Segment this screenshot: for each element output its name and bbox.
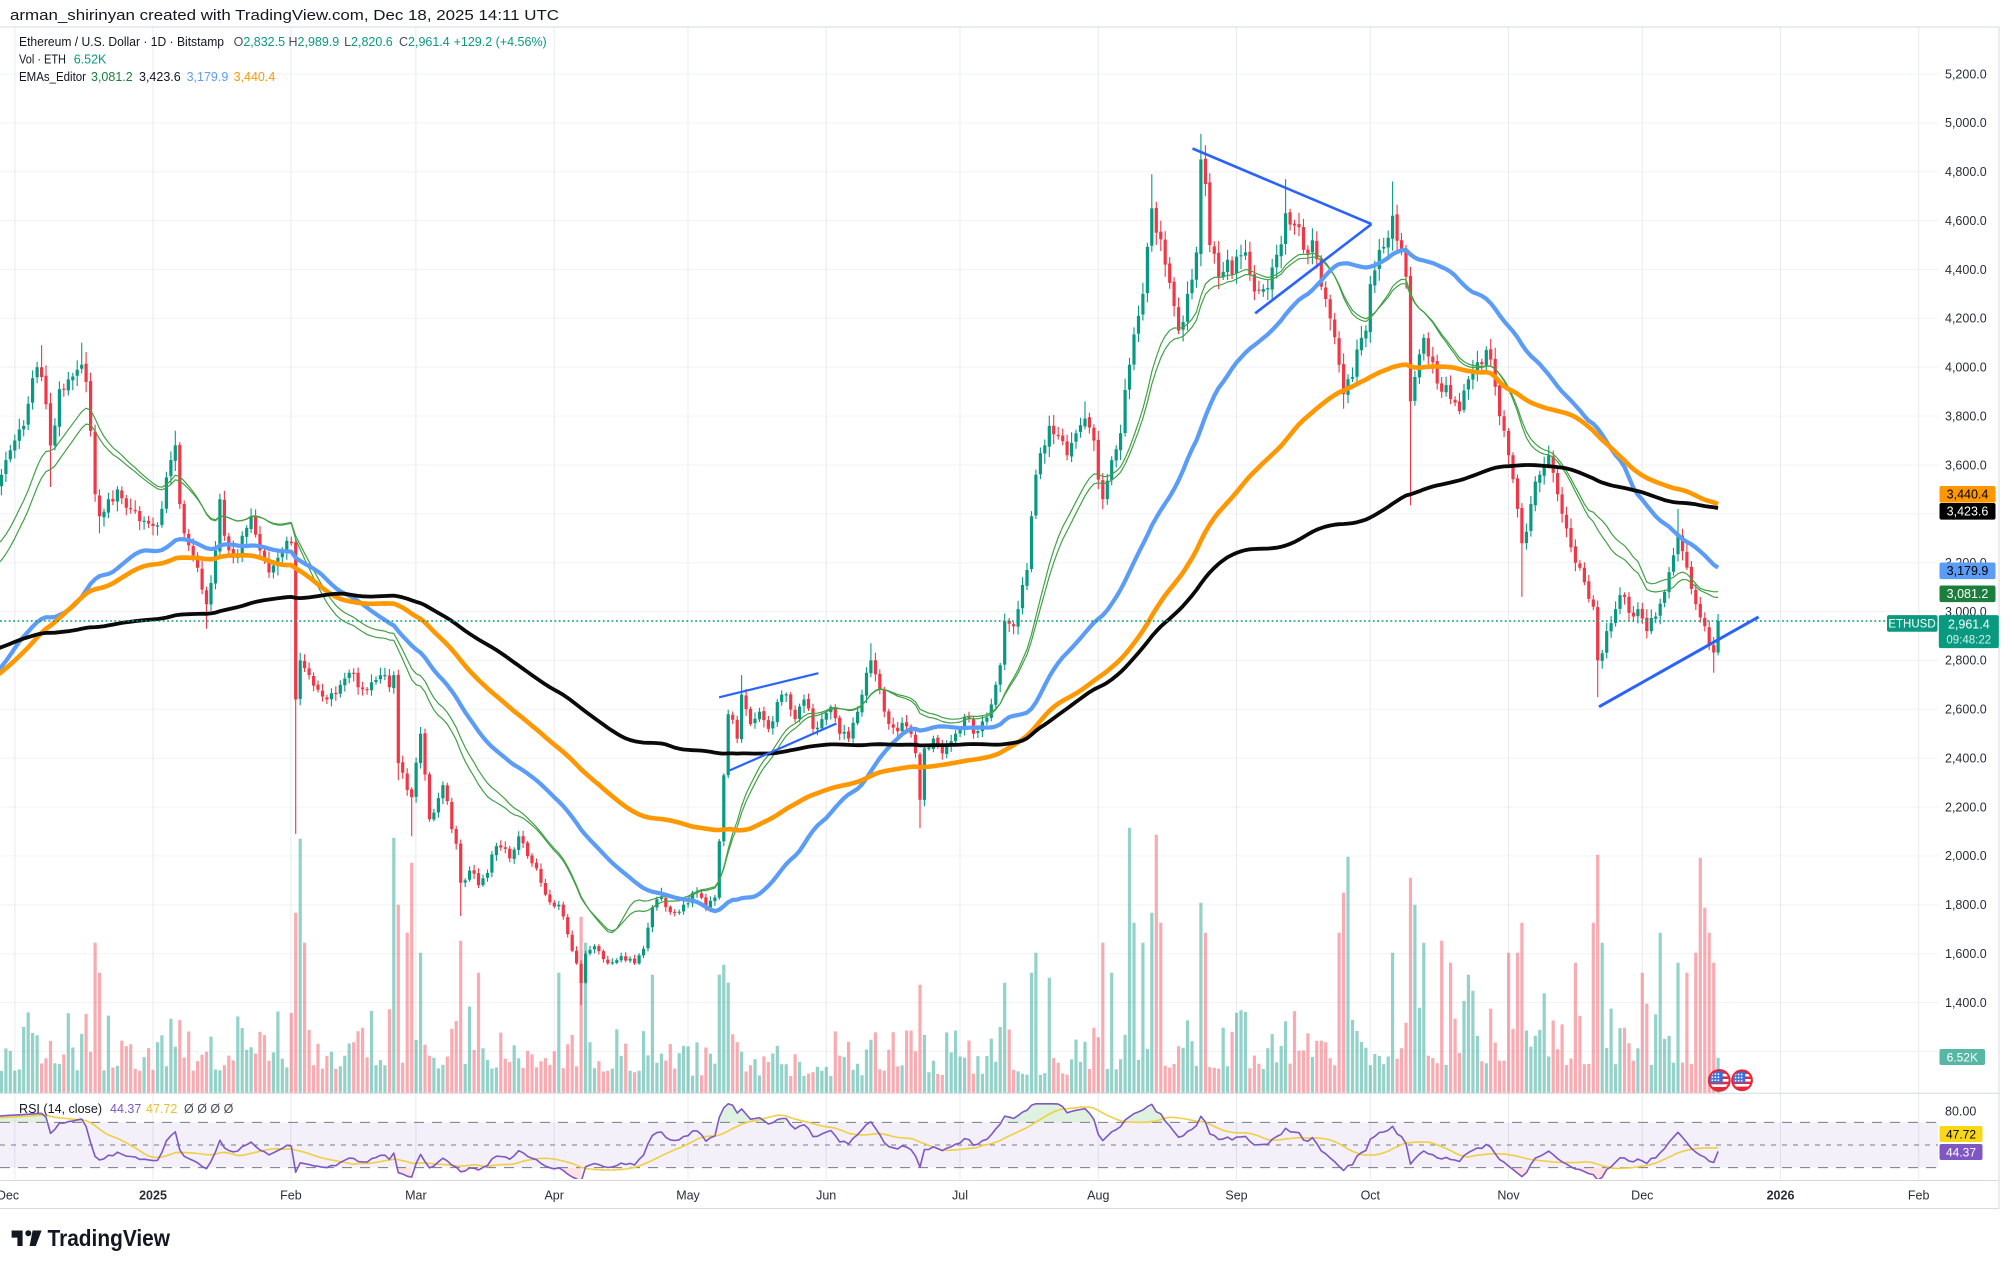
svg-text:Ø Ø Ø Ø: Ø Ø Ø Ø — [184, 1102, 234, 1116]
svg-text:6.52K: 6.52K — [74, 53, 107, 67]
svg-text:Sep: Sep — [1225, 1189, 1247, 1203]
svg-text:May: May — [676, 1189, 700, 1203]
svg-text:2,600.0: 2,600.0 — [1945, 703, 1987, 717]
svg-text:Dec: Dec — [0, 1189, 19, 1203]
svg-text:09:48:22: 09:48:22 — [1946, 635, 1991, 647]
svg-text:1,400.0: 1,400.0 — [1945, 996, 1987, 1010]
svg-text:4,600.0: 4,600.0 — [1945, 214, 1987, 228]
svg-text:ETHUSD: ETHUSD — [1888, 619, 1935, 631]
svg-text:Vol · ETH: Vol · ETH — [19, 53, 66, 67]
svg-text:Nov: Nov — [1497, 1189, 1520, 1203]
svg-text:2,800.0: 2,800.0 — [1945, 654, 1987, 668]
svg-text:RSI (14, close): RSI (14, close) — [19, 1102, 102, 1116]
svg-text:2025: 2025 — [139, 1189, 167, 1203]
svg-text:6.52K: 6.52K — [1947, 1050, 1978, 1064]
svg-text:3,081.2: 3,081.2 — [1947, 587, 1989, 601]
svg-text:C2,961.4: C2,961.4 — [399, 35, 450, 49]
svg-text:4,800.0: 4,800.0 — [1945, 165, 1987, 179]
svg-text:44.37: 44.37 — [1946, 1145, 1976, 1159]
svg-text:47.72: 47.72 — [146, 1102, 177, 1116]
svg-text:2,000.0: 2,000.0 — [1945, 849, 1987, 863]
svg-text:Feb: Feb — [280, 1189, 302, 1203]
svg-text:Oct: Oct — [1361, 1189, 1381, 1203]
svg-text:Ethereum / U.S. Dollar · 1D ·: Ethereum / U.S. Dollar · 1D · Bitstamp — [19, 35, 224, 49]
svg-text:1,600.0: 1,600.0 — [1945, 947, 1987, 961]
svg-text:Jul: Jul — [952, 1189, 968, 1203]
svg-text:47.72: 47.72 — [1946, 1127, 1976, 1141]
svg-text:3,423.6: 3,423.6 — [139, 70, 181, 84]
svg-text:arman_shirinyan created with T: arman_shirinyan created with TradingView… — [10, 7, 559, 24]
svg-text:4,400.0: 4,400.0 — [1945, 263, 1987, 277]
svg-text:Feb: Feb — [1908, 1189, 1930, 1203]
svg-text:Aug: Aug — [1087, 1189, 1109, 1203]
svg-text:3,440.4: 3,440.4 — [234, 70, 276, 84]
svg-text:2026: 2026 — [1767, 1189, 1795, 1203]
svg-text:TradingView: TradingView — [48, 1225, 171, 1251]
svg-text:3,440.4: 3,440.4 — [1947, 488, 1989, 502]
svg-text:4,000.0: 4,000.0 — [1945, 361, 1987, 375]
svg-text:5,000.0: 5,000.0 — [1945, 116, 1987, 130]
svg-text:44.37: 44.37 — [110, 1102, 141, 1116]
svg-text:Apr: Apr — [544, 1189, 563, 1203]
svg-text:Jun: Jun — [816, 1189, 836, 1203]
svg-text:4,200.0: 4,200.0 — [1945, 312, 1987, 326]
svg-text:EMAs_Editor: EMAs_Editor — [19, 70, 86, 84]
svg-text:H2,989.9: H2,989.9 — [289, 35, 340, 49]
svg-text:3,179.9: 3,179.9 — [1947, 564, 1989, 578]
svg-text:O2,832.5: O2,832.5 — [234, 35, 285, 49]
svg-text:2,961.4: 2,961.4 — [1948, 617, 1990, 631]
svg-text:3,600.0: 3,600.0 — [1945, 458, 1987, 472]
svg-text:3,800.0: 3,800.0 — [1945, 409, 1987, 423]
svg-text:+129.2 (+4.56%): +129.2 (+4.56%) — [454, 35, 547, 49]
svg-text:3,423.6: 3,423.6 — [1947, 505, 1989, 519]
svg-text:2,400.0: 2,400.0 — [1945, 752, 1987, 766]
svg-text:Mar: Mar — [405, 1189, 427, 1203]
svg-text:3,081.2: 3,081.2 — [91, 70, 133, 84]
svg-text:80.00: 80.00 — [1945, 1105, 1976, 1119]
svg-text:L2,820.6: L2,820.6 — [344, 35, 393, 49]
svg-text:Dec: Dec — [1631, 1189, 1653, 1203]
svg-text:2,200.0: 2,200.0 — [1945, 800, 1987, 814]
svg-text:5,200.0: 5,200.0 — [1945, 67, 1987, 81]
svg-text:3,179.9: 3,179.9 — [187, 70, 229, 84]
svg-text:1,800.0: 1,800.0 — [1945, 898, 1987, 912]
